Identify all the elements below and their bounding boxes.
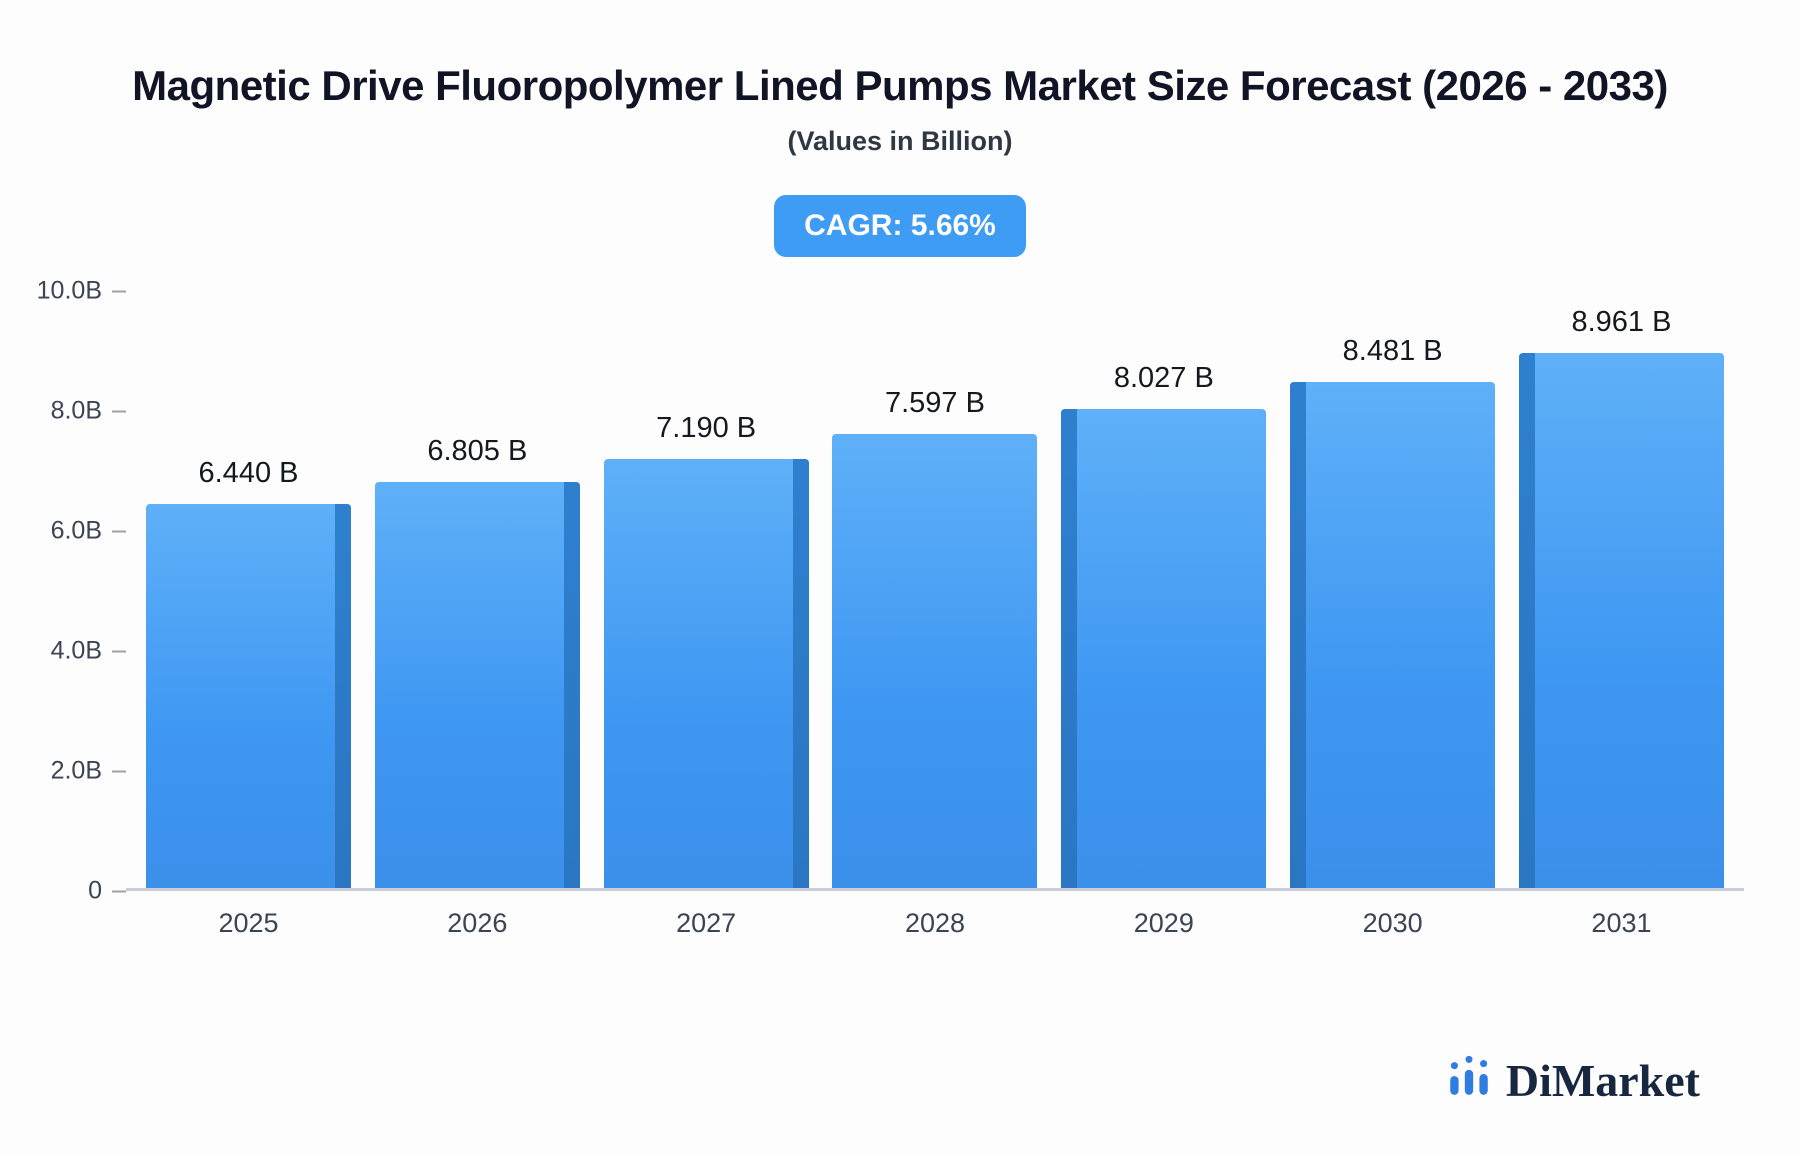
x-axis-label: 2029 (1133, 908, 1194, 938)
bar[interactable] (146, 503, 351, 889)
dimarket-logo[interactable]: DiMarket (1444, 1049, 1700, 1104)
bar-group: 6.805 B 2026 (374, 291, 580, 938)
chart-subtitle: (Values in Billion) (787, 126, 1013, 156)
bar[interactable] (1290, 381, 1496, 889)
bar-value-label: 8.481 B (1342, 334, 1443, 367)
bar[interactable] (603, 458, 809, 889)
bar-group: 8.961 B 2031 (1518, 291, 1724, 938)
bars-container: 6.440 B 2025 6.805 B 2026 7.190 B 2027 7… (126, 291, 1744, 938)
plot-area: 6.440 B 2025 6.805 B 2026 7.190 B 2027 7… (126, 291, 1744, 938)
y-axis-tick: 0 (88, 877, 126, 906)
logo-text: DiMarket (1505, 1055, 1700, 1106)
bar-value-label: 6.805 B (427, 434, 528, 467)
tick-mark (112, 290, 126, 292)
tick-mark (112, 530, 126, 532)
badge-row: CAGR: 5.66% (0, 195, 1800, 257)
y-axis-tick: 10.0B (37, 277, 126, 306)
bar-value-label: 6.440 B (198, 456, 299, 489)
y-axis: 10.0B 8.0B 6.0B 4.0B 2.0B 0 (34, 277, 126, 905)
y-axis-tick-label: 4.0B (50, 636, 102, 665)
x-axis-label: 2025 (218, 908, 279, 938)
bar-group: 7.597 B 2028 (832, 291, 1038, 938)
chart-area: 10.0B 8.0B 6.0B 4.0B 2.0B 0 6.440 B 2025… (0, 277, 1800, 938)
y-axis-tick-label: 2.0B (50, 756, 102, 785)
x-axis-label: 2027 (676, 908, 737, 938)
y-axis-tick: 4.0B (51, 637, 126, 666)
y-axis-tick: 2.0B (51, 757, 126, 786)
bar-group: 8.027 B 2029 (1061, 291, 1267, 938)
y-axis-tick-label: 0 (88, 876, 102, 905)
y-axis-tick-label: 6.0B (50, 516, 102, 545)
tick-mark (112, 890, 126, 892)
y-axis-tick-label: 10.0B (36, 276, 102, 305)
bar-value-label: 7.190 B (656, 411, 757, 444)
bar[interactable] (832, 434, 1038, 888)
x-axis-label: 2028 (904, 908, 966, 938)
cagr-badge: CAGR: 5.66% (774, 195, 1026, 257)
bar[interactable] (374, 481, 580, 889)
y-axis-tick: 8.0B (51, 397, 126, 426)
tick-mark (112, 410, 126, 412)
bar-value-label: 7.597 B (884, 387, 985, 420)
x-axis-label: 2030 (1362, 908, 1423, 938)
tick-mark (112, 770, 126, 772)
bar-group: 6.440 B 2025 (146, 291, 351, 938)
tick-mark (112, 650, 126, 652)
chart-title: Magnetic Drive Fluoropolymer Lined Pumps… (132, 62, 1668, 109)
bar-value-label: 8.027 B (1113, 361, 1214, 394)
bar-chart-icon (1444, 1049, 1494, 1104)
bar-group: 7.190 B 2027 (603, 291, 809, 938)
x-axis-label: 2026 (447, 908, 508, 938)
y-axis-tick: 6.0B (51, 517, 126, 546)
y-axis-tick-label: 8.0B (50, 396, 102, 425)
bar[interactable] (1518, 353, 1724, 888)
x-axis-label: 2031 (1591, 908, 1652, 938)
bar-value-label: 8.961 B (1571, 306, 1672, 339)
bar-group: 8.481 B 2030 (1290, 291, 1496, 938)
bar[interactable] (1061, 408, 1267, 889)
